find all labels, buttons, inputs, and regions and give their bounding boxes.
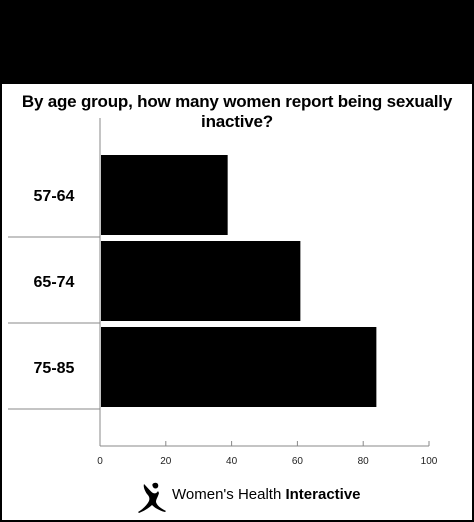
x-tick-label: 80 — [358, 456, 370, 467]
bar — [101, 155, 228, 235]
category-label: 75-85 — [34, 360, 75, 377]
header-band — [0, 0, 474, 84]
chart-title: By age group, how many women report bein… — [21, 92, 453, 131]
brand-name-part2: Interactive — [285, 486, 361, 503]
bar — [101, 241, 301, 321]
category-label: 65-74 — [34, 274, 75, 291]
bar — [101, 327, 377, 407]
x-tick-label: 60 — [292, 456, 304, 467]
figure-stretching-icon — [138, 482, 166, 513]
footer-logo: Women's Health Interactive — [0, 478, 474, 518]
x-tick-label: 100 — [421, 456, 438, 467]
brand-name-part1: Women's Health — [172, 486, 286, 503]
x-tick-label: 0 — [97, 456, 103, 467]
category-label: 57-64 — [34, 188, 75, 205]
brand-name: Women's Health Interactive — [172, 486, 361, 503]
x-tick-label: 20 — [160, 456, 172, 467]
x-tick-label: 40 — [226, 456, 238, 467]
chart-frame — [0, 84, 474, 522]
